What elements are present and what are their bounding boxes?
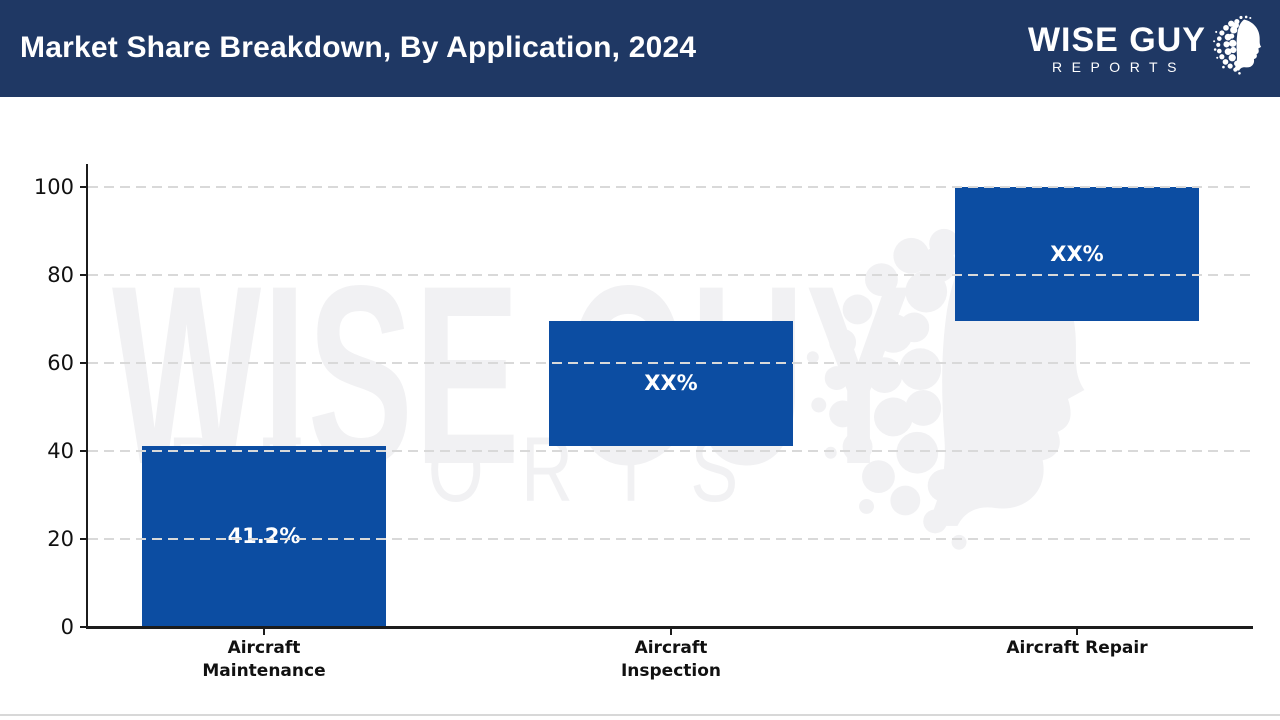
header-banner: Market Share Breakdown, By Application, … [0, 0, 1280, 97]
bar-value-label: 41.2% [227, 524, 301, 549]
y-tick-label-0: 0 [60, 615, 74, 639]
x-tick-aircraft-repair [1076, 627, 1078, 635]
gridline-60 [88, 362, 1253, 364]
bar-value-label: XX% [644, 371, 698, 396]
y-tick-label-80: 80 [47, 263, 74, 287]
bar-aircraft-inspection: XX% [549, 321, 793, 446]
logo-subtitle: REPORTS [1052, 59, 1186, 75]
y-tick-60 [80, 362, 88, 364]
gridline-40 [88, 450, 1253, 452]
logo-text: WISE GUY REPORTS [1028, 22, 1206, 76]
wise-guy-reports-logo: WISE GUY REPORTS [1028, 6, 1272, 92]
wiseguy-face-logo-icon [1210, 11, 1272, 87]
x-axis [86, 626, 1253, 629]
y-tick-label-40: 40 [47, 439, 74, 463]
y-tick-40 [80, 450, 88, 452]
x-tick-label-aircraft-maintenance: Aircraft Maintenance [202, 638, 326, 681]
x-tick-label-aircraft-repair: Aircraft Repair [1006, 638, 1148, 658]
y-tick-80 [80, 274, 88, 276]
y-tick-20 [80, 538, 88, 540]
bar-aircraft-maintenance: 41.2% [142, 445, 386, 627]
bar-value-label: XX% [1050, 242, 1104, 267]
x-tick-label-aircraft-inspection: Aircraft Inspection [620, 638, 722, 681]
y-tick-label-100: 100 [33, 175, 74, 199]
gridline-100 [88, 186, 1253, 188]
gridline-20 [88, 538, 1253, 540]
x-tick-aircraft-maintenance [263, 627, 265, 635]
gridline-80 [88, 274, 1253, 276]
y-tick-label-20: 20 [47, 527, 74, 551]
y-tick-100 [80, 186, 88, 188]
y-tick-0 [80, 626, 88, 628]
logo-wordmark: WISE GUY [1027, 21, 1206, 59]
page-title: Market Share Breakdown, By Application, … [20, 31, 697, 64]
y-axis [86, 164, 88, 629]
bar-aircraft-repair: XX% [955, 187, 1199, 322]
footer-divider [0, 714, 1280, 716]
x-tick-aircraft-inspection [670, 627, 672, 635]
y-tick-label-60: 60 [47, 351, 74, 375]
